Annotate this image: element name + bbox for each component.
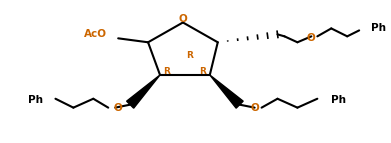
Text: R: R xyxy=(187,51,193,60)
Polygon shape xyxy=(127,75,160,108)
Text: O: O xyxy=(307,33,316,43)
Text: R: R xyxy=(163,67,170,77)
Text: O: O xyxy=(250,103,259,113)
Text: Ph: Ph xyxy=(371,23,386,33)
Text: R: R xyxy=(199,67,206,77)
Polygon shape xyxy=(210,75,243,108)
Text: AcO: AcO xyxy=(84,29,107,39)
Text: O: O xyxy=(179,14,187,23)
Text: O: O xyxy=(114,103,122,113)
Text: Ph: Ph xyxy=(27,95,43,105)
Text: Ph: Ph xyxy=(331,95,346,105)
